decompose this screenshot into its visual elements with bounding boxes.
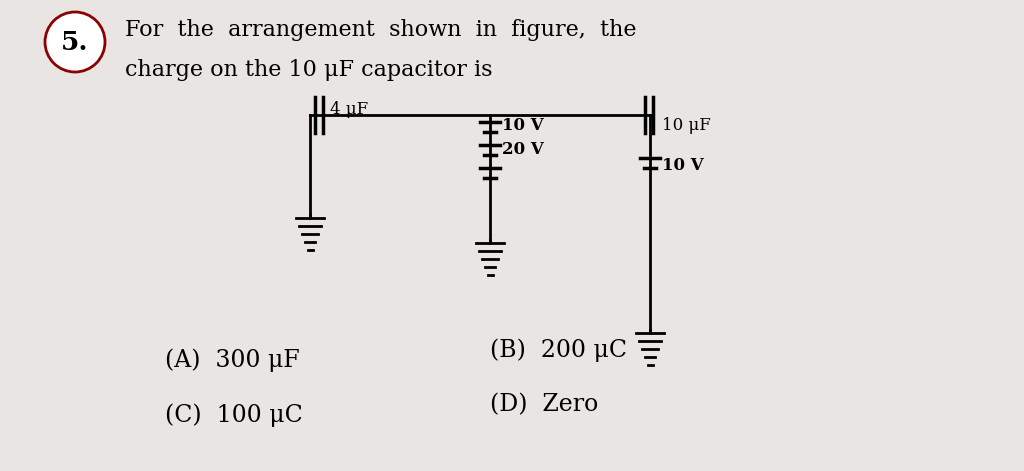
Text: 5.: 5. xyxy=(61,30,89,55)
Text: (B)  200 μC: (B) 200 μC xyxy=(490,338,627,362)
Text: 10 V: 10 V xyxy=(662,156,703,173)
Text: 10 μF: 10 μF xyxy=(662,116,711,133)
Text: charge on the 10 μF capacitor is: charge on the 10 μF capacitor is xyxy=(125,59,493,81)
Text: (A)  300 μF: (A) 300 μF xyxy=(165,348,300,372)
Text: 20 V: 20 V xyxy=(502,141,544,159)
Text: 10 V: 10 V xyxy=(502,116,544,133)
Text: 4 μF: 4 μF xyxy=(330,101,369,119)
Text: (D)  Zero: (D) Zero xyxy=(490,393,598,416)
Text: (C)  100 μC: (C) 100 μC xyxy=(165,403,303,427)
Text: For  the  arrangement  shown  in  figure,  the: For the arrangement shown in figure, the xyxy=(125,19,637,41)
Circle shape xyxy=(45,12,105,72)
